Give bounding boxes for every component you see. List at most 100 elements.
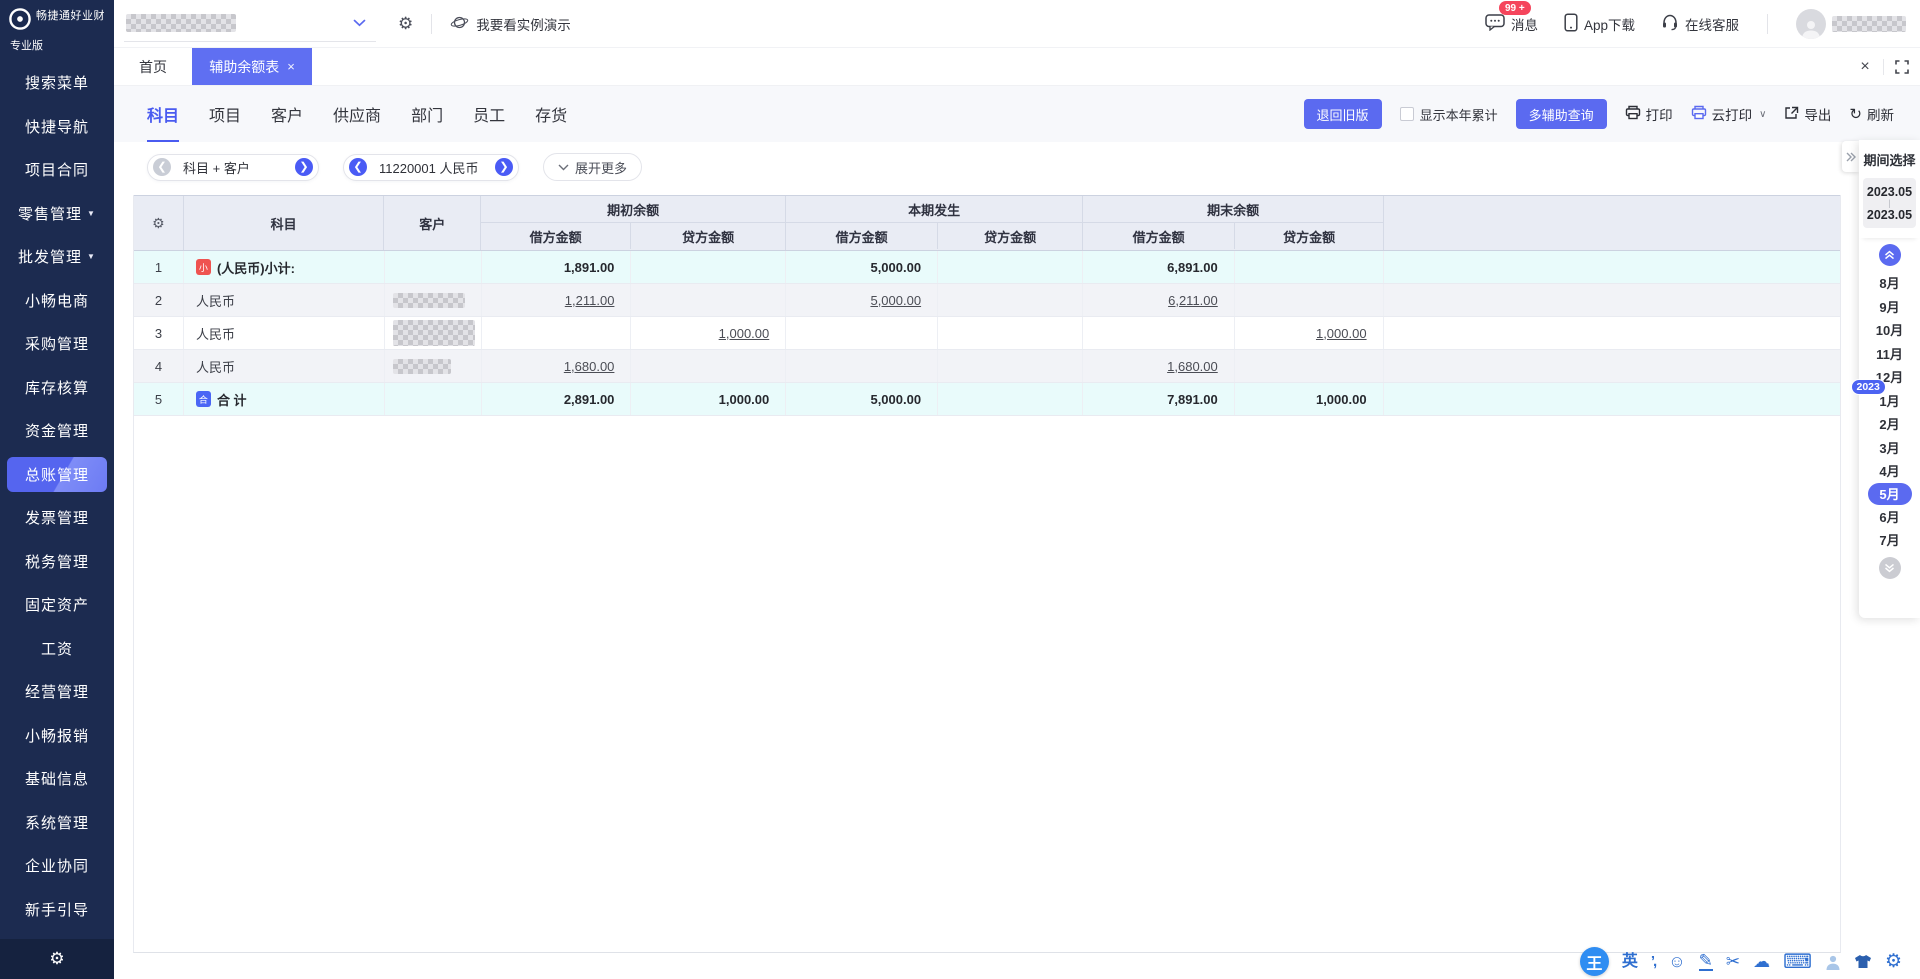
- cloud-icon[interactable]: ☁: [1753, 952, 1771, 971]
- sidebar-item-4[interactable]: 零售管理 ▼: [0, 192, 114, 236]
- sidebar-item-17[interactable]: 基础信息: [0, 757, 114, 801]
- sidebar-item-label: 项目合同: [24, 162, 89, 180]
- period-range[interactable]: 2023.05 | 2023.05: [1863, 178, 1916, 228]
- sidebar-item-1[interactable]: 搜索菜单: [0, 61, 114, 105]
- month-item-11月[interactable]: 11月: [1868, 342, 1912, 366]
- month-item-7月[interactable]: 7月: [1868, 528, 1912, 552]
- sidebar-item-19[interactable]: 企业协同: [0, 844, 114, 888]
- close-all-icon[interactable]: ×: [1860, 57, 1870, 75]
- company-selector[interactable]: [124, 6, 376, 42]
- dimension-tabs: 科目 项目 客户 供应商 部门 员工 存货: [147, 86, 597, 143]
- demo-link[interactable]: 我要看实例演示: [450, 14, 571, 34]
- dimension-tab-2[interactable]: 项目: [209, 108, 242, 125]
- sidebar-item-15[interactable]: 经营管理: [0, 670, 114, 714]
- online-support-button[interactable]: 在线客服: [1661, 13, 1739, 34]
- topbar: ⚙ 我要看实例演示 99 + 消息 App下载: [114, 0, 1920, 48]
- dimension-tab-1[interactable]: 科目: [147, 86, 180, 143]
- skin-shirt-icon[interactable]: [1854, 954, 1872, 969]
- month-item-6月[interactable]: 6月: [1868, 505, 1912, 529]
- ime-settings-gear-icon[interactable]: ⚙: [1884, 951, 1902, 972]
- table-row-1[interactable]: 1 小 (人民币)小计: 1,891.00 5,000.00 6,891.00: [134, 251, 1840, 284]
- sidebar-item-3[interactable]: 项目合同: [0, 148, 114, 192]
- scissors-icon[interactable]: ✂: [1725, 952, 1741, 971]
- user-account[interactable]: [1796, 8, 1906, 39]
- amount-link[interactable]: 1,000.00: [1315, 325, 1367, 341]
- sidebar-item-8[interactable]: 库存核算: [0, 366, 114, 410]
- sidebar-item-20[interactable]: 新手引导: [0, 888, 114, 932]
- emoji-icon[interactable]: ☺: [1668, 952, 1686, 971]
- fullscreen-icon[interactable]: [1884, 48, 1920, 85]
- amount-link[interactable]: 1,211.00: [564, 292, 615, 308]
- amount-link[interactable]: 1,000.00: [718, 325, 770, 341]
- tab-home[interactable]: 首页: [139, 58, 167, 75]
- sidebar-item-2[interactable]: 快捷导航: [0, 105, 114, 149]
- month-item-1月[interactable]: 2023 1月: [1850, 378, 1912, 413]
- messages-button[interactable]: 99 + 消息: [1485, 1, 1538, 34]
- user-icon[interactable]: [1825, 954, 1841, 970]
- amount-link[interactable]: 1,680.00: [1167, 358, 1218, 374]
- print-button[interactable]: 打印: [1625, 104, 1673, 124]
- dimension-combo-chip[interactable]: ❮ 科目 + 客户 ❯: [147, 153, 319, 181]
- amount-link[interactable]: 6,211.00: [1168, 292, 1218, 308]
- dimension-tab-3[interactable]: 客户: [271, 108, 304, 125]
- amount-link[interactable]: 1,680.00: [563, 358, 615, 374]
- filler-cell: [1384, 383, 1840, 415]
- sidebar-item-9[interactable]: 资金管理: [0, 409, 114, 453]
- gear-icon[interactable]: ⚙: [398, 13, 414, 33]
- ime-logo[interactable]: 王: [1579, 947, 1609, 976]
- month-item-10月[interactable]: 10月: [1868, 318, 1912, 342]
- sidebar-item-11[interactable]: 发票管理: [0, 496, 114, 540]
- chevron-left-icon[interactable]: ❮: [153, 158, 171, 176]
- month-item-2月[interactable]: 2月: [1868, 412, 1912, 436]
- export-button[interactable]: 导出: [1784, 104, 1831, 124]
- table-row-2[interactable]: 2 人民币 1,211.00 5,000.00 6,211.00: [134, 284, 1840, 317]
- keyboard-icon[interactable]: ⌨: [1783, 950, 1812, 973]
- sidebar-item-6[interactable]: 小畅电商: [0, 279, 114, 323]
- refresh-button[interactable]: ↻ 刷新: [1849, 104, 1894, 124]
- handwriting-pencil-icon[interactable]: ✎: [1698, 951, 1713, 971]
- table-row-4[interactable]: 4 人民币 1,680.00 1,680.00: [134, 350, 1840, 383]
- app-download-button[interactable]: App下载: [1564, 12, 1635, 35]
- month-item-3月[interactable]: 3月: [1868, 436, 1912, 460]
- period-panel-collapse-handle[interactable]: [1842, 141, 1859, 172]
- sidebar-item-7[interactable]: 采购管理: [0, 322, 114, 366]
- sidebar-item-5[interactable]: 批发管理 ▼: [0, 235, 114, 279]
- scroll-up-icon[interactable]: [1878, 244, 1901, 266]
- tab-close-icon[interactable]: ×: [287, 59, 295, 74]
- month-item-5月[interactable]: 5月: [1867, 482, 1912, 505]
- sidebar-item-label: 系统管理: [24, 814, 89, 832]
- show-ytd-checkbox[interactable]: 显示本年累计: [1399, 105, 1498, 124]
- sidebar-item-10[interactable]: 总账管理: [0, 453, 114, 497]
- month-item-9月[interactable]: 9月: [1868, 295, 1912, 319]
- sidebar-item-12[interactable]: 税务管理: [0, 540, 114, 584]
- multi-aux-query-button[interactable]: 多辅助查询: [1515, 99, 1607, 129]
- account-chip[interactable]: ❮ 11220001 人民币 ❯: [343, 153, 519, 181]
- ime-language-toggle[interactable]: 英: [1621, 952, 1638, 970]
- show-ytd-label: 显示本年累计: [1419, 107, 1498, 123]
- table-row-3[interactable]: 3 人民币 1,000.00 1,000.00: [134, 317, 1840, 350]
- tab-aux-balance[interactable]: 辅助余额表 ×: [192, 48, 312, 85]
- dimension-tab-7[interactable]: 存货: [535, 108, 568, 125]
- sidebar-item-18[interactable]: 系统管理: [0, 801, 114, 845]
- dimension-tab-5[interactable]: 部门: [411, 108, 444, 125]
- table-settings-gear-icon[interactable]: ⚙: [134, 196, 184, 250]
- month-item-8月[interactable]: 8月: [1868, 271, 1912, 295]
- amount-link[interactable]: 5,000.00: [870, 292, 922, 308]
- checkbox-icon[interactable]: [1399, 107, 1414, 121]
- dimension-tab-6[interactable]: 员工: [473, 108, 506, 125]
- sidebar-item-14[interactable]: 工资: [0, 627, 114, 671]
- cloud-print-button[interactable]: 云打印 ∨: [1691, 104, 1766, 124]
- back-to-old-button[interactable]: 退回旧版: [1303, 99, 1382, 129]
- sidebar-item-16[interactable]: 小畅报销: [0, 714, 114, 758]
- chevron-left-icon[interactable]: ❮: [349, 158, 367, 176]
- expand-more-button[interactable]: 展开更多: [543, 153, 643, 181]
- month-item-4月[interactable]: 4月: [1868, 459, 1912, 483]
- sidebar-item-13[interactable]: 固定资产: [0, 583, 114, 627]
- dimension-tab-4[interactable]: 供应商: [333, 108, 382, 125]
- ime-punctuation-icon[interactable]: ’,: [1650, 953, 1658, 970]
- chevron-right-icon[interactable]: ❯: [295, 158, 313, 176]
- scroll-down-icon[interactable]: [1878, 556, 1901, 579]
- settings-gear-icon[interactable]: ⚙: [49, 949, 65, 968]
- chevron-right-icon[interactable]: ❯: [495, 158, 513, 176]
